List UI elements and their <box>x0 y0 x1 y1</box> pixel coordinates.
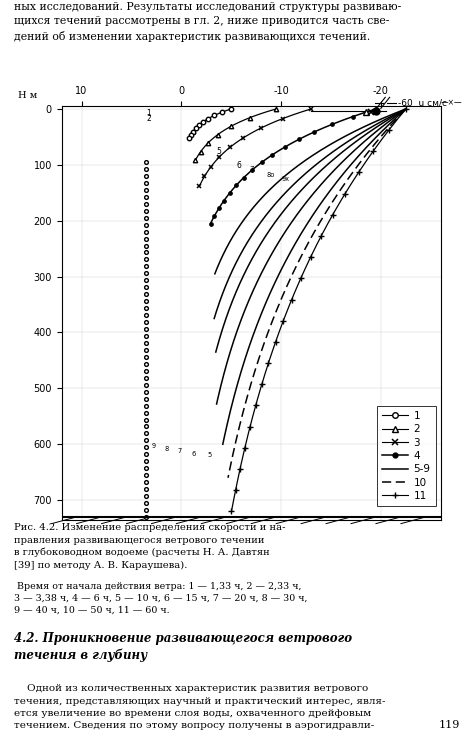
Text: Одной из количественных характеристик развития ветрового
течения, представляющих: Одной из количественных характеристик ра… <box>14 684 386 730</box>
Text: 5: 5 <box>207 452 211 458</box>
Text: 119: 119 <box>438 720 460 731</box>
Text: 9x: 9x <box>281 176 289 182</box>
Text: 8o: 8o <box>266 172 274 178</box>
Text: 7: 7 <box>249 165 254 172</box>
Text: Время от начала действия ветра: 1 — 1,33 ч, 2 — 2,33 ч,
3 — 3,38 ч, 4 — 6 ч, 5 —: Время от начала действия ветра: 1 — 1,33… <box>14 582 308 615</box>
Text: 6: 6 <box>191 451 195 457</box>
Legend: 1, 2, 3, 4, 5-9, 10, 11: 1, 2, 3, 4, 5-9, 10, 11 <box>377 406 436 507</box>
Text: —×—: —×— <box>440 98 462 108</box>
Text: 6: 6 <box>236 161 241 170</box>
Text: 8: 8 <box>164 446 169 452</box>
Text: 4: 4 <box>191 129 196 138</box>
Text: 1: 1 <box>146 110 151 119</box>
Text: 2: 2 <box>146 114 151 124</box>
Text: 4.2. Проникновение развивающегося ветрового
течения в глубину: 4.2. Проникновение развивающегося ветров… <box>14 632 352 662</box>
Text: 5: 5 <box>216 147 221 157</box>
Text: ных исследований. Результаты исследований структуры развиваю-
щихся течений расс: ных исследований. Результаты исследовани… <box>14 2 401 42</box>
Text: Рис. 4.2. Изменение распределения скорости и на-
правления развивающегося ветров: Рис. 4.2. Изменение распределения скорос… <box>14 523 286 569</box>
Text: -60  u см/с: -60 u см/с <box>398 98 447 108</box>
Text: 9: 9 <box>151 443 155 449</box>
Text: 7: 7 <box>177 448 182 455</box>
Text: H м: H м <box>18 91 37 100</box>
